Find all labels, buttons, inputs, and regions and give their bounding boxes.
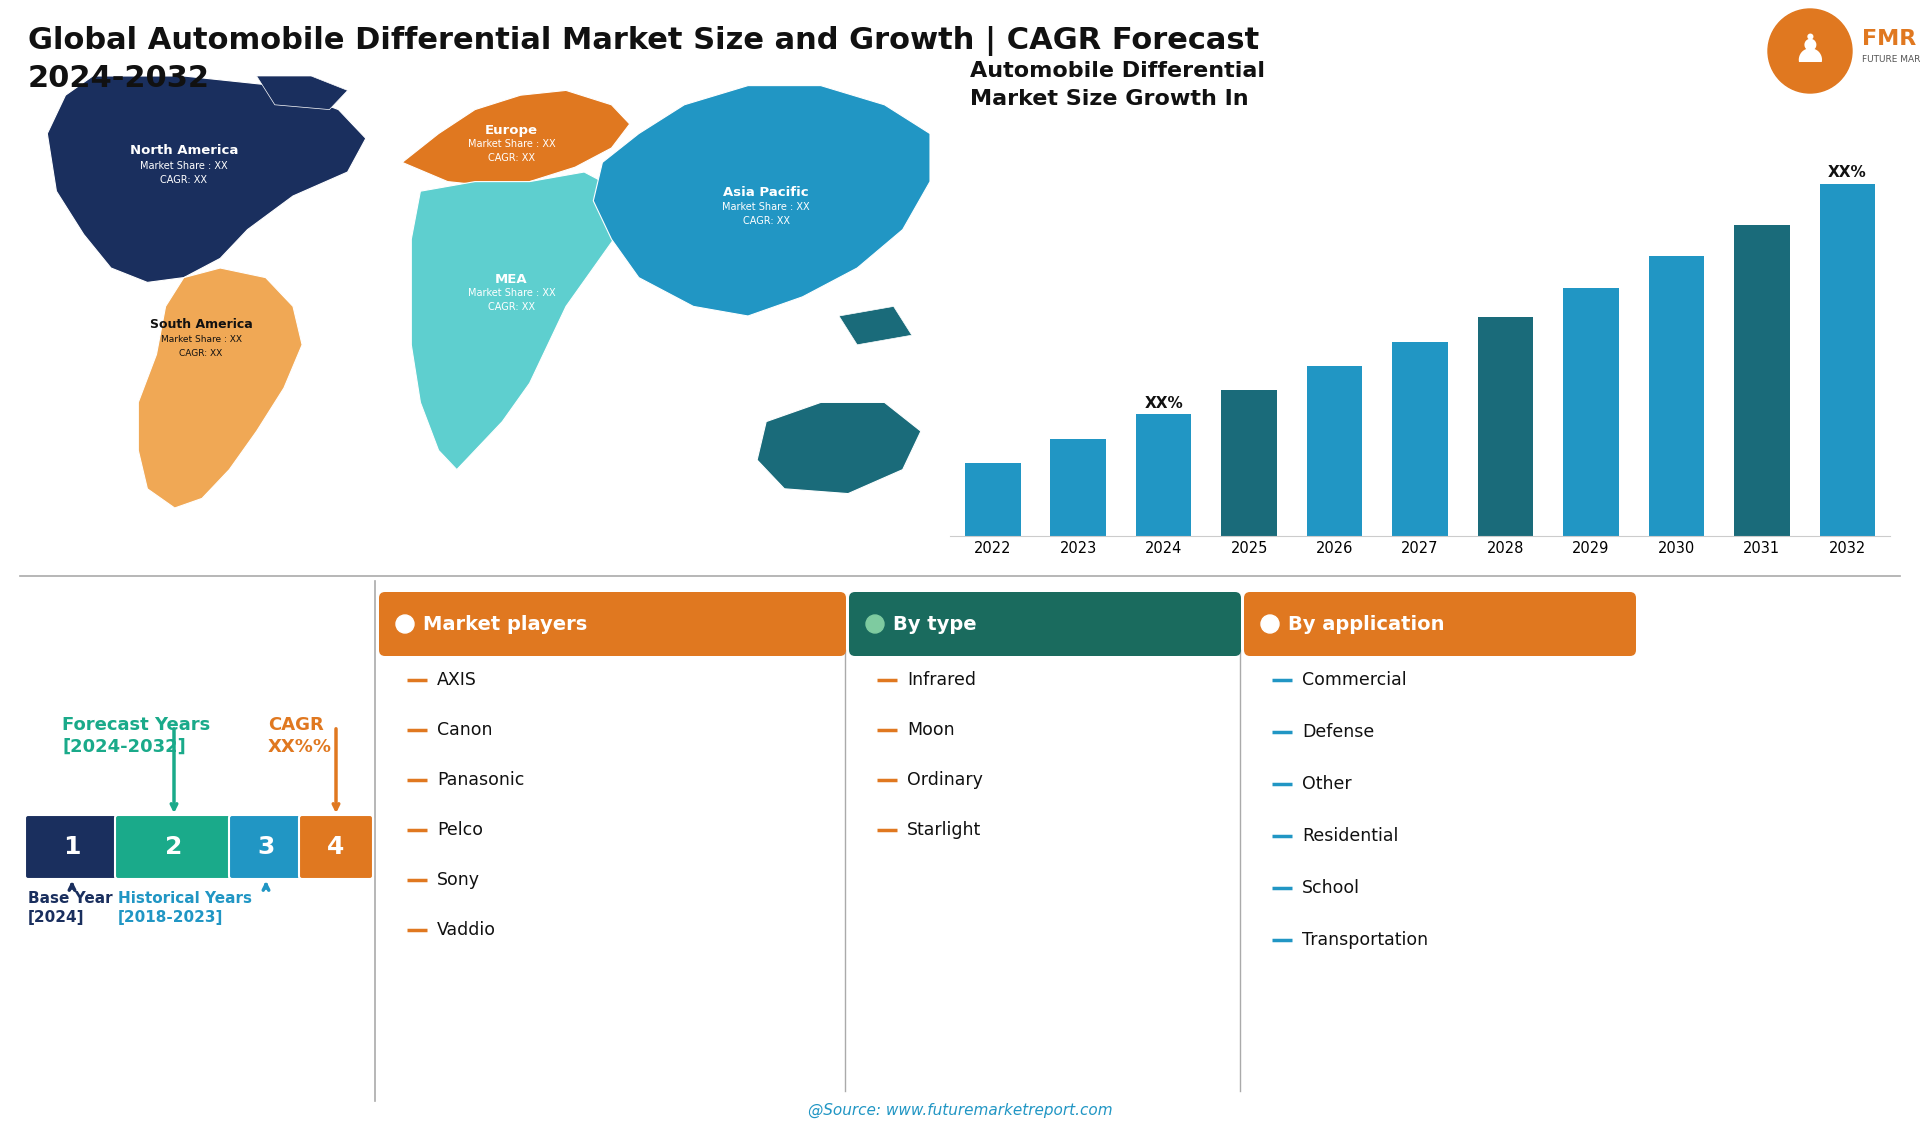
Bar (1478, 317, 1534, 536)
Circle shape (1261, 615, 1279, 633)
Bar (1392, 342, 1448, 536)
Text: Moon: Moon (906, 721, 954, 739)
Text: Global Automobile Differential Market Size and Growth | CAGR Forecast
2024-2032: Global Automobile Differential Market Si… (29, 26, 1260, 93)
Text: @Source: www.futuremarketreport.com: @Source: www.futuremarketreport.com (808, 1102, 1112, 1118)
Text: ♟: ♟ (1793, 32, 1828, 70)
Text: Base Year
[2024]: Base Year [2024] (29, 890, 113, 925)
Text: 1: 1 (63, 835, 81, 860)
Text: Other: Other (1302, 775, 1352, 793)
Text: CAGR: XX: CAGR: XX (159, 175, 207, 186)
Text: Market players: Market players (422, 614, 588, 634)
Text: Sony: Sony (438, 871, 480, 889)
Text: South America: South America (150, 317, 252, 330)
Bar (1308, 366, 1363, 536)
Polygon shape (411, 172, 620, 470)
Text: Infrared: Infrared (906, 672, 975, 689)
Text: CAGR
XX%%: CAGR XX%% (269, 716, 332, 756)
Text: Forecast Years
[2024-2032]: Forecast Years [2024-2032] (61, 716, 211, 756)
Text: Pelco: Pelco (438, 821, 484, 839)
Text: North America: North America (131, 144, 238, 157)
Text: XX%: XX% (1828, 165, 1866, 180)
Text: MEA: MEA (495, 273, 528, 285)
FancyBboxPatch shape (25, 815, 119, 879)
Text: 4: 4 (326, 835, 346, 860)
Text: Canon: Canon (438, 721, 493, 739)
Circle shape (1768, 9, 1853, 93)
Circle shape (396, 615, 415, 633)
Text: Panasonic: Panasonic (438, 771, 524, 788)
Circle shape (866, 615, 883, 633)
Text: Market Share : XX: Market Share : XX (140, 162, 228, 172)
Bar (1563, 288, 1619, 536)
Polygon shape (257, 76, 348, 110)
Text: School: School (1302, 879, 1359, 897)
Text: Vaddio: Vaddio (438, 921, 495, 939)
Text: 3: 3 (257, 835, 275, 860)
Text: Historical Years
[2018-2023]: Historical Years [2018-2023] (117, 890, 252, 925)
Text: XX%: XX% (1144, 395, 1183, 410)
Text: CAGR: XX: CAGR: XX (488, 303, 536, 312)
Text: Europe: Europe (486, 124, 538, 136)
Polygon shape (756, 402, 922, 494)
Polygon shape (593, 86, 929, 316)
Text: CAGR: XX: CAGR: XX (488, 154, 536, 164)
FancyBboxPatch shape (115, 815, 232, 879)
Text: By type: By type (893, 614, 977, 634)
Bar (1649, 257, 1705, 536)
Text: Defense: Defense (1302, 723, 1375, 741)
Text: Commercial: Commercial (1302, 672, 1407, 689)
Polygon shape (138, 268, 301, 508)
FancyBboxPatch shape (378, 592, 847, 656)
Polygon shape (48, 76, 367, 282)
Text: FUTURE MARKET REPORT: FUTURE MARKET REPORT (1862, 55, 1920, 63)
Bar (1820, 183, 1876, 536)
FancyBboxPatch shape (1244, 592, 1636, 656)
Text: Automobile Differential
Market Size Growth In
Bln or Mln: Automobile Differential Market Size Grow… (970, 61, 1265, 138)
Text: FMR: FMR (1862, 29, 1916, 49)
Text: CAGR: XX: CAGR: XX (179, 348, 223, 358)
Text: Market Share : XX: Market Share : XX (468, 140, 555, 149)
Text: CAGR: XX: CAGR: XX (743, 215, 789, 226)
Text: Asia Pacific: Asia Pacific (724, 187, 808, 199)
Text: Starlight: Starlight (906, 821, 981, 839)
Text: Transportation: Transportation (1302, 931, 1428, 949)
Text: Ordinary: Ordinary (906, 771, 983, 788)
Polygon shape (839, 306, 912, 345)
Text: By application: By application (1288, 614, 1444, 634)
Bar (1050, 439, 1106, 536)
Text: AXIS: AXIS (438, 672, 476, 689)
Text: Market Share : XX: Market Share : XX (161, 335, 242, 344)
Polygon shape (401, 91, 630, 187)
Text: Residential: Residential (1302, 827, 1398, 845)
FancyBboxPatch shape (300, 815, 372, 879)
Bar (966, 463, 1021, 536)
FancyBboxPatch shape (849, 592, 1240, 656)
Bar (1137, 415, 1192, 536)
Bar (1221, 390, 1277, 536)
Text: Market Share : XX: Market Share : XX (722, 202, 810, 212)
Text: 2: 2 (165, 835, 182, 860)
Text: Market Share : XX: Market Share : XX (468, 288, 555, 298)
FancyBboxPatch shape (228, 815, 303, 879)
Bar (1734, 225, 1789, 536)
